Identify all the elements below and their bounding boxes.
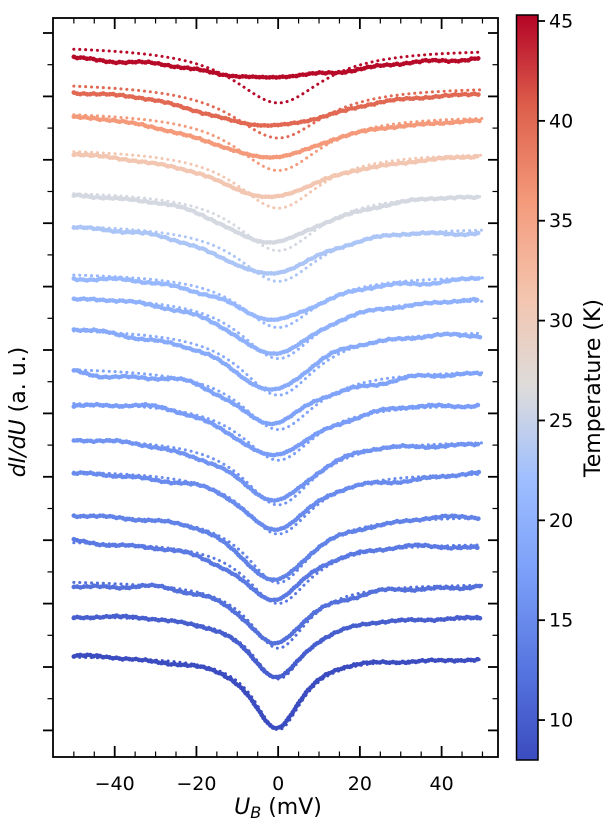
colorbar-label: Temperature (K) [581, 299, 606, 478]
colorbar-tick-label: 15 [549, 610, 573, 632]
data-curve-21K [71, 275, 483, 323]
axes-group [43, 17, 499, 758]
data-curve-26K [71, 192, 483, 245]
y-axis-label: dI/dU (a. u.) [6, 347, 31, 478]
plot-frame [52, 17, 499, 758]
colorbar-gradient [515, 14, 539, 761]
x-tick-label: 40 [430, 773, 454, 795]
fit-curve-10K [72, 615, 484, 681]
colorbar-tick-label: 30 [549, 310, 573, 332]
fit-curve-40K [72, 84, 484, 140]
fit-curve-8K [72, 655, 484, 732]
data-curve-36K [71, 114, 483, 160]
colorbar-ticks [538, 20, 545, 721]
colorbar-tick-label: 10 [549, 710, 573, 732]
data-curve-15K [71, 469, 483, 533]
data-curve-17K [71, 401, 483, 458]
fit-curve-17K [72, 402, 484, 462]
fit-curve-16K [72, 438, 484, 507]
data-curve-19K [71, 327, 483, 392]
x-tick-label: −40 [95, 773, 135, 795]
colorbar-tick-label: 45 [549, 10, 573, 32]
fit-curve-20K [72, 296, 484, 361]
fit-curve-12K [72, 580, 484, 650]
data-curve-20K [71, 296, 483, 357]
fit-curve-45K [72, 47, 484, 105]
data-curve-23K [71, 224, 483, 276]
data-curve-8K [71, 652, 483, 731]
fit-curve-18K [72, 368, 484, 432]
data-curve-14K [71, 513, 483, 583]
colorbar-tick-label: 35 [549, 210, 573, 232]
data-curve-16K [71, 437, 483, 503]
colorbar-tick-label: 25 [549, 410, 573, 432]
fit-curve-31K [72, 150, 484, 210]
data-curve-12K [71, 582, 483, 646]
data-curve-31K [71, 151, 483, 200]
data-curve-13K [71, 536, 483, 603]
data-curve-40K [71, 90, 483, 128]
fit-curve-14K [72, 514, 484, 585]
fit-curve-13K [72, 541, 484, 606]
x-tick-label: −20 [176, 773, 216, 795]
data-curve-10K [71, 613, 483, 680]
data-curves-group [71, 54, 483, 731]
fit-curve-15K [72, 470, 484, 536]
data-curve-45K [71, 54, 483, 80]
x-axis-label: UB (mV) [234, 795, 322, 822]
colorbar-tick-label: 40 [549, 110, 573, 132]
x-tick-label: 0 [272, 773, 284, 795]
data-curve-18K [71, 367, 483, 427]
colorbar-tick-labels: 10 15 20 25 30 35 40 45 [549, 10, 573, 731]
colorbar-tick-label: 20 [549, 510, 573, 532]
x-tick-labels: −40 −20 0 20 40 [95, 773, 454, 795]
x-tick-label: 20 [348, 773, 372, 795]
colorbar: 10 15 20 25 30 35 40 45 Temperature (K) [515, 10, 606, 761]
